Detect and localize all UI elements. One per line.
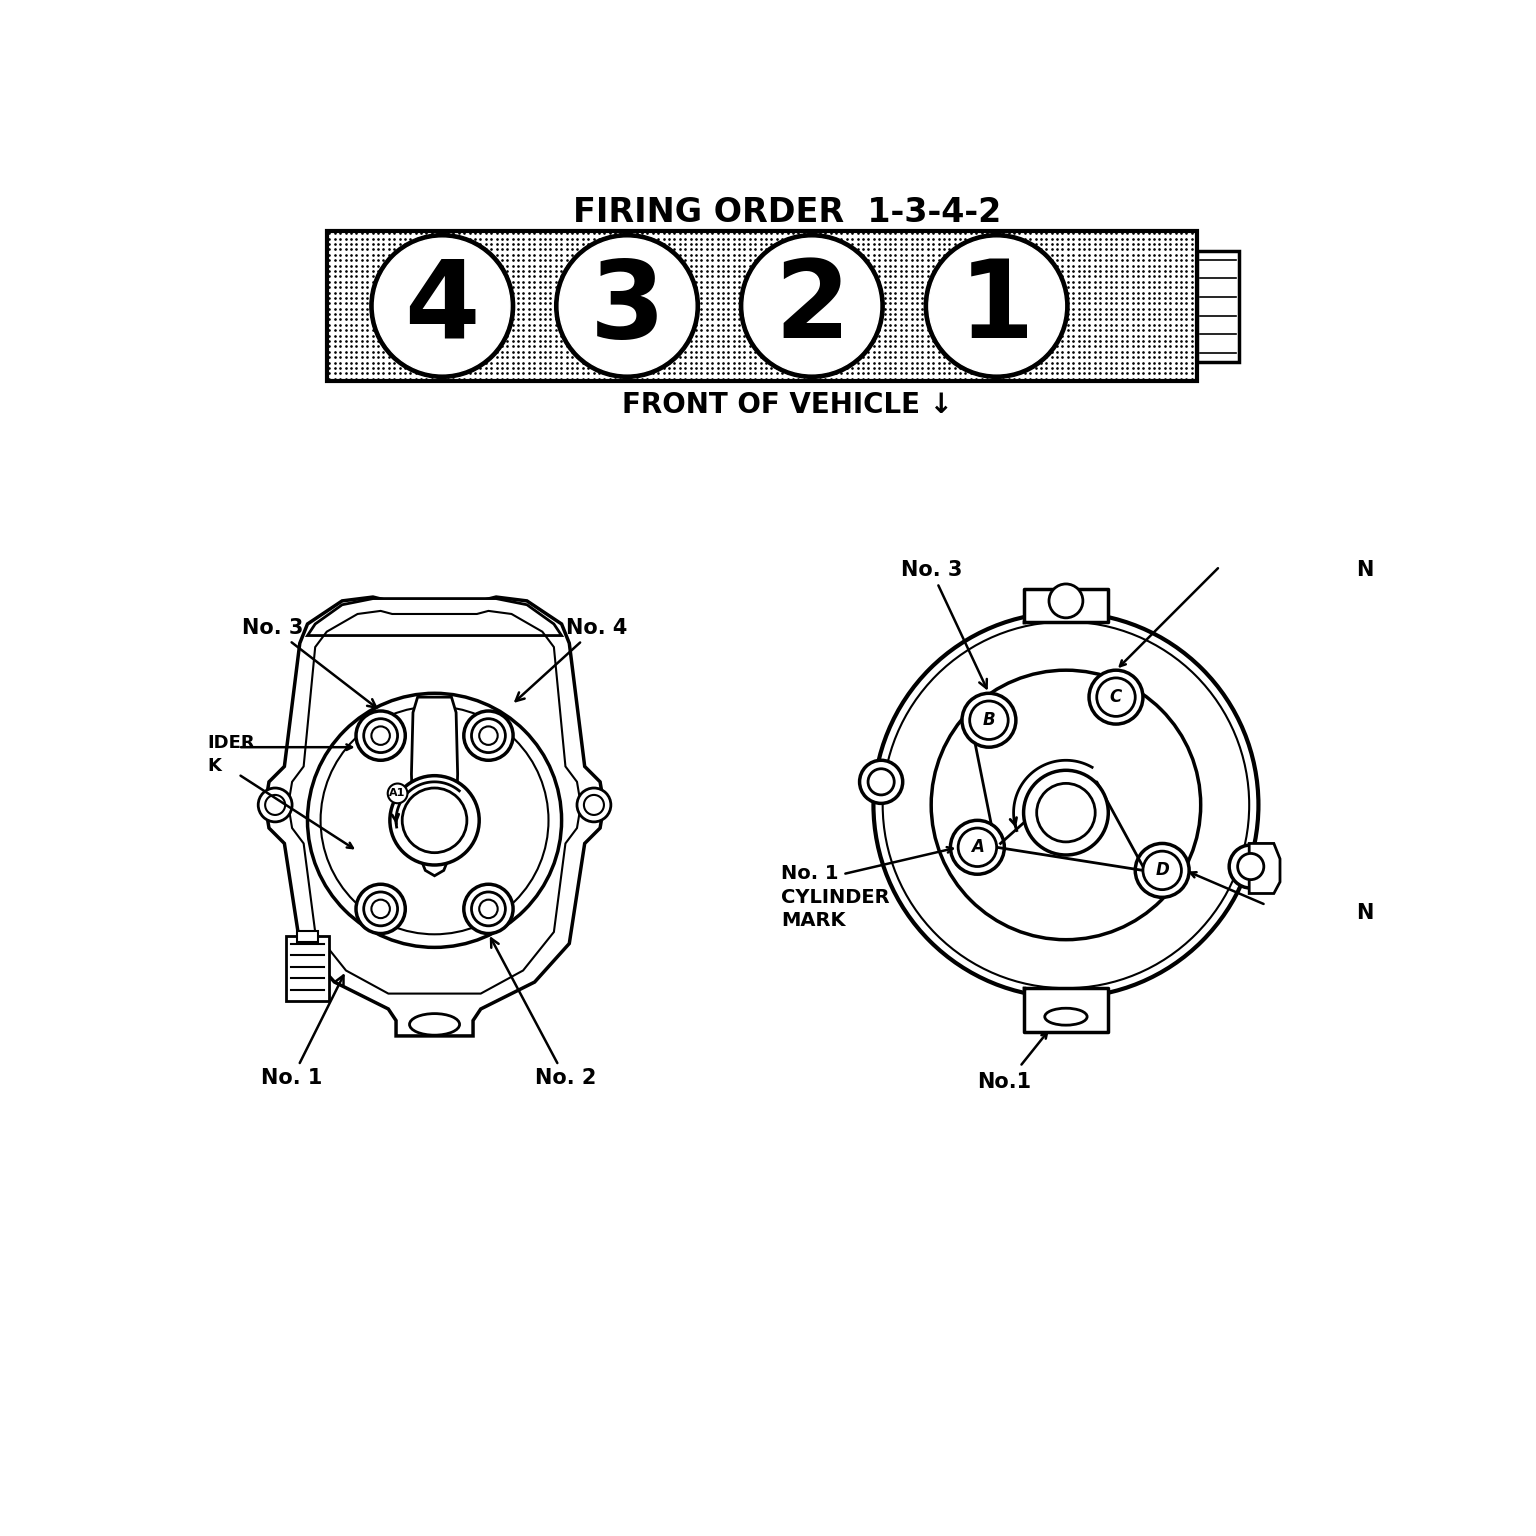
- Circle shape: [743, 238, 880, 373]
- Circle shape: [1037, 783, 1095, 842]
- Circle shape: [929, 238, 1064, 373]
- Polygon shape: [1249, 843, 1279, 894]
- Text: 3: 3: [590, 255, 665, 361]
- Text: IDER: IDER: [207, 734, 255, 753]
- Circle shape: [1229, 845, 1272, 888]
- Text: No. 3: No. 3: [243, 617, 376, 708]
- Circle shape: [1023, 770, 1109, 856]
- Polygon shape: [412, 697, 458, 876]
- Circle shape: [479, 727, 498, 745]
- Circle shape: [364, 892, 398, 926]
- Polygon shape: [266, 598, 604, 1035]
- Circle shape: [479, 900, 498, 919]
- Circle shape: [390, 776, 479, 865]
- Circle shape: [375, 238, 510, 373]
- Circle shape: [1049, 584, 1083, 617]
- Circle shape: [958, 828, 997, 866]
- Bar: [327, 232, 1197, 381]
- Text: FRONT OF VEHICLE ↓: FRONT OF VEHICLE ↓: [622, 390, 952, 418]
- Text: No.1: No.1: [977, 1072, 1031, 1092]
- Circle shape: [1097, 677, 1135, 716]
- Circle shape: [1238, 854, 1264, 880]
- Circle shape: [356, 885, 406, 934]
- Circle shape: [860, 760, 903, 803]
- Text: N: N: [1356, 561, 1373, 581]
- Circle shape: [372, 727, 390, 745]
- Circle shape: [951, 820, 1005, 874]
- Circle shape: [364, 719, 398, 753]
- Text: K: K: [207, 757, 221, 776]
- Text: No. 4: No. 4: [516, 617, 627, 700]
- Bar: [296, 931, 318, 942]
- Text: No. 2: No. 2: [492, 938, 596, 1089]
- Text: C: C: [1111, 688, 1123, 707]
- Circle shape: [962, 693, 1015, 746]
- Circle shape: [402, 788, 467, 852]
- Circle shape: [1089, 670, 1143, 723]
- Bar: [1197, 250, 1240, 362]
- Circle shape: [554, 233, 699, 378]
- Polygon shape: [307, 599, 562, 636]
- Circle shape: [868, 768, 894, 796]
- Circle shape: [925, 233, 1069, 378]
- Circle shape: [356, 711, 406, 760]
- Circle shape: [969, 700, 1008, 739]
- Circle shape: [472, 892, 505, 926]
- Text: No. 1: No. 1: [261, 975, 344, 1089]
- Ellipse shape: [1044, 1008, 1087, 1025]
- Circle shape: [372, 900, 390, 919]
- Circle shape: [1143, 851, 1181, 889]
- Circle shape: [307, 693, 562, 948]
- Circle shape: [472, 719, 505, 753]
- Ellipse shape: [410, 1014, 459, 1035]
- Text: FIRING ORDER  1-3-4-2: FIRING ORDER 1-3-4-2: [573, 195, 1001, 229]
- Circle shape: [1135, 843, 1189, 897]
- Circle shape: [874, 613, 1258, 997]
- Text: B: B: [983, 711, 995, 730]
- Text: 4: 4: [404, 255, 479, 361]
- Bar: [286, 935, 329, 1001]
- Polygon shape: [1023, 988, 1109, 1032]
- Circle shape: [258, 788, 292, 822]
- Text: N: N: [1356, 903, 1373, 923]
- Circle shape: [464, 711, 513, 760]
- Text: A: A: [971, 839, 985, 856]
- Circle shape: [266, 796, 286, 816]
- Circle shape: [584, 796, 604, 816]
- Circle shape: [578, 788, 611, 822]
- Text: D: D: [1155, 862, 1169, 880]
- Polygon shape: [1023, 590, 1109, 622]
- Circle shape: [931, 670, 1201, 940]
- Circle shape: [739, 233, 885, 378]
- Text: A1: A1: [390, 788, 406, 799]
- Circle shape: [321, 707, 548, 934]
- Text: 1: 1: [958, 255, 1034, 361]
- Circle shape: [559, 238, 694, 373]
- Circle shape: [464, 885, 513, 934]
- Text: No. 3: No. 3: [900, 561, 986, 688]
- Circle shape: [370, 233, 515, 378]
- Text: 2: 2: [774, 255, 849, 361]
- Text: No. 1
CYLINDER
MARK: No. 1 CYLINDER MARK: [780, 865, 889, 931]
